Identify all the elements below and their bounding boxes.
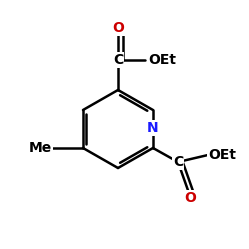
Text: Me: Me [29,141,52,155]
Text: OEt: OEt [148,53,176,67]
Text: OEt: OEt [208,148,236,162]
Text: C: C [113,53,123,67]
Text: N: N [147,121,159,135]
Text: O: O [112,21,124,35]
Text: O: O [184,191,196,205]
Text: C: C [173,155,183,169]
